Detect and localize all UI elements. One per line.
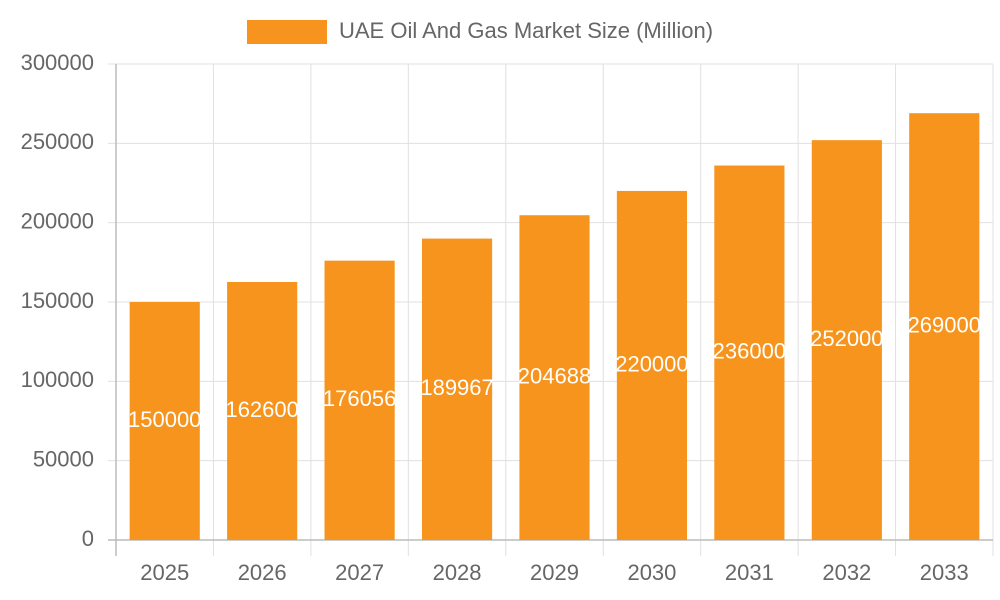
x-tick-label: 2032 <box>822 560 871 585</box>
bar <box>227 282 298 540</box>
y-tick-label: 0 <box>82 526 94 551</box>
x-tick-label: 2031 <box>725 560 774 585</box>
y-tick-label: 50000 <box>33 446 94 471</box>
data-label: 176056 <box>323 386 396 411</box>
bar <box>129 302 200 540</box>
y-tick-label: 100000 <box>21 367 94 392</box>
x-tick-label: 2025 <box>140 560 189 585</box>
data-label: 236000 <box>713 339 786 364</box>
bar <box>616 190 688 540</box>
y-tick-label: 250000 <box>21 129 94 154</box>
data-label: 269000 <box>908 312 981 337</box>
x-tick-label: 2029 <box>530 560 579 585</box>
data-label: 189967 <box>420 375 493 400</box>
bar <box>421 238 493 540</box>
x-tick-label: 2030 <box>627 560 676 585</box>
data-label: 204688 <box>518 363 591 388</box>
bar <box>714 165 785 540</box>
x-tick-label: 2026 <box>238 560 287 585</box>
data-label: 150000 <box>128 407 201 432</box>
x-tick-label: 2028 <box>433 560 482 585</box>
x-tick-label: 2027 <box>335 560 384 585</box>
data-label: 252000 <box>810 326 883 351</box>
bar <box>811 140 882 540</box>
bar <box>519 215 590 540</box>
legend-swatch <box>247 20 327 44</box>
legend-label: UAE Oil And Gas Market Size (Million) <box>339 18 713 43</box>
bar <box>909 113 980 540</box>
x-tick-label: 2033 <box>920 560 969 585</box>
y-tick-label: 150000 <box>21 288 94 313</box>
data-label: 220000 <box>615 351 688 376</box>
data-label: 162600 <box>225 397 298 422</box>
bar <box>324 260 395 540</box>
y-tick-label: 200000 <box>21 208 94 233</box>
y-tick-label: 300000 <box>21 50 94 75</box>
